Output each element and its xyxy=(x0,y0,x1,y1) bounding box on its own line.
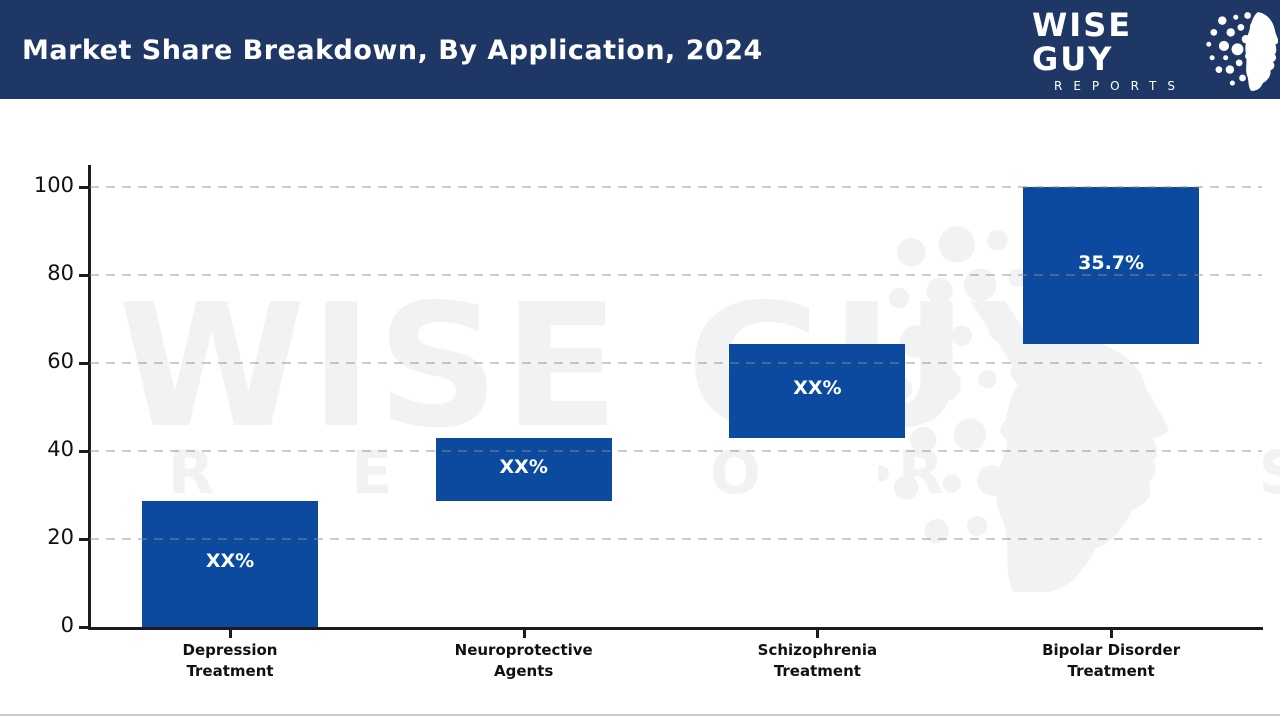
gridline xyxy=(90,362,1262,364)
y-tick-mark xyxy=(79,626,88,629)
y-tick-label: 20 xyxy=(47,525,74,549)
category-label: Bipolar Disorder Treatment xyxy=(1042,641,1181,680)
y-tick-mark xyxy=(79,538,88,541)
y-tick-mark xyxy=(79,186,88,189)
x-axis-line xyxy=(88,627,1263,630)
logo-wordmark-top: WISE GUY xyxy=(1032,5,1133,78)
bar xyxy=(729,344,906,439)
x-tick-mark xyxy=(1110,630,1114,638)
y-tick-mark xyxy=(79,450,88,453)
footer-divider xyxy=(0,714,1280,716)
y-tick-label: 60 xyxy=(47,349,74,373)
category-label: Neuroprotective Agents xyxy=(454,641,593,680)
category-label: Schizophrenia Treatment xyxy=(757,641,878,680)
category-label: Depression Treatment xyxy=(182,641,278,680)
logo-wordmark: WISE GUY REPORTS xyxy=(1032,5,1202,94)
chart-title: Market Share Breakdown, By Application, … xyxy=(22,35,763,66)
x-tick-mark xyxy=(229,630,232,638)
bar xyxy=(142,501,318,627)
bar xyxy=(1023,187,1200,345)
gridline xyxy=(90,538,1262,540)
watermark-head-icon xyxy=(878,226,1169,592)
y-axis-line xyxy=(88,165,91,629)
brand-logo: WISE GUY REPORTS xyxy=(1032,8,1278,94)
logo-head-icon xyxy=(1206,12,1278,91)
gridline xyxy=(90,186,1262,188)
y-tick-label: 100 xyxy=(33,173,74,197)
bar-value-label: XX% xyxy=(499,455,548,478)
gridline xyxy=(90,450,1262,452)
bar-value-label: 35.7% xyxy=(1078,251,1145,274)
y-tick-label: 80 xyxy=(47,261,74,285)
gridline xyxy=(90,274,1262,276)
logo-wordmark-bottom: REPORTS xyxy=(1053,79,1186,94)
bar-value-label: XX% xyxy=(205,550,255,573)
y-tick-label: 0 xyxy=(60,613,74,637)
y-tick-mark xyxy=(79,274,88,277)
header-banner: Market Share Breakdown, By Application, … xyxy=(0,0,1280,99)
bar-value-label: XX% xyxy=(793,377,842,400)
y-tick-label: 40 xyxy=(47,437,74,461)
bar xyxy=(435,438,612,502)
x-tick-mark xyxy=(816,630,820,638)
x-tick-mark xyxy=(522,630,526,638)
y-tick-mark xyxy=(79,362,88,365)
